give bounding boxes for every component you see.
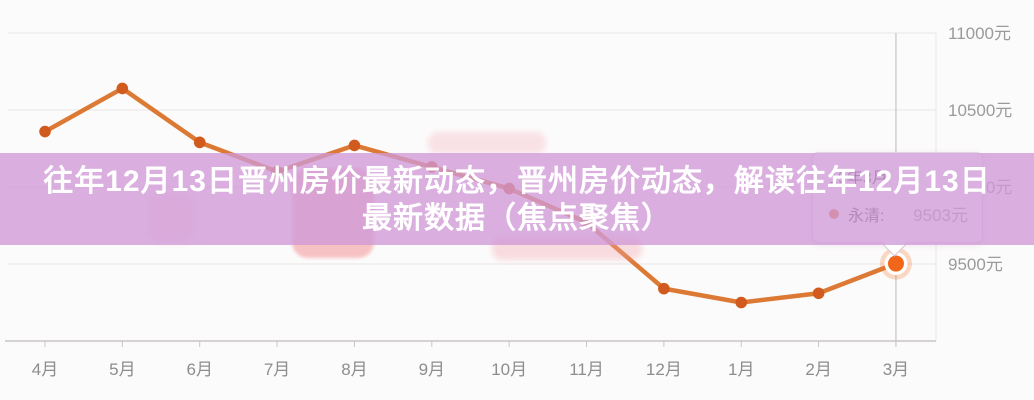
highlight-point[interactable] [887,255,904,272]
data-point[interactable] [348,139,361,152]
title-banner: 往年12月13日晋州房价最新动态，晋州房价动态，解读往年12月13日 最新数据（… [0,153,1034,245]
y-axis-label: 10500元 [948,101,1012,120]
data-point[interactable] [39,125,51,138]
page-title-line1: 往年12月13日晋州房价最新动态，晋州房价动态，解读往年12月13日 [43,165,991,198]
x-axis-label: 12月 [646,360,682,379]
page-title-line2: 最新数据（焦点聚焦） [362,202,672,235]
x-axis-label: 5月 [109,360,135,379]
data-point[interactable] [193,136,206,149]
x-axis-label: 6月 [186,360,212,379]
x-axis-label: 9月 [419,360,445,379]
data-point[interactable] [116,82,129,95]
x-axis-label: 10月 [491,360,527,379]
x-axis-label: 4月 [32,360,58,379]
x-axis-label: 11月 [569,360,604,379]
x-axis-label: 3月 [883,360,909,379]
y-axis-label: 11000元 [948,24,1011,43]
y-axis-label: 9500元 [948,255,1003,274]
x-axis-label: 8月 [341,360,367,379]
data-point[interactable] [658,282,670,295]
data-point[interactable] [812,287,825,300]
x-axis-label: 7月 [264,360,290,379]
data-point[interactable] [735,296,748,309]
x-axis-label: 1月 [728,360,754,379]
x-axis-label: 2月 [805,360,831,379]
